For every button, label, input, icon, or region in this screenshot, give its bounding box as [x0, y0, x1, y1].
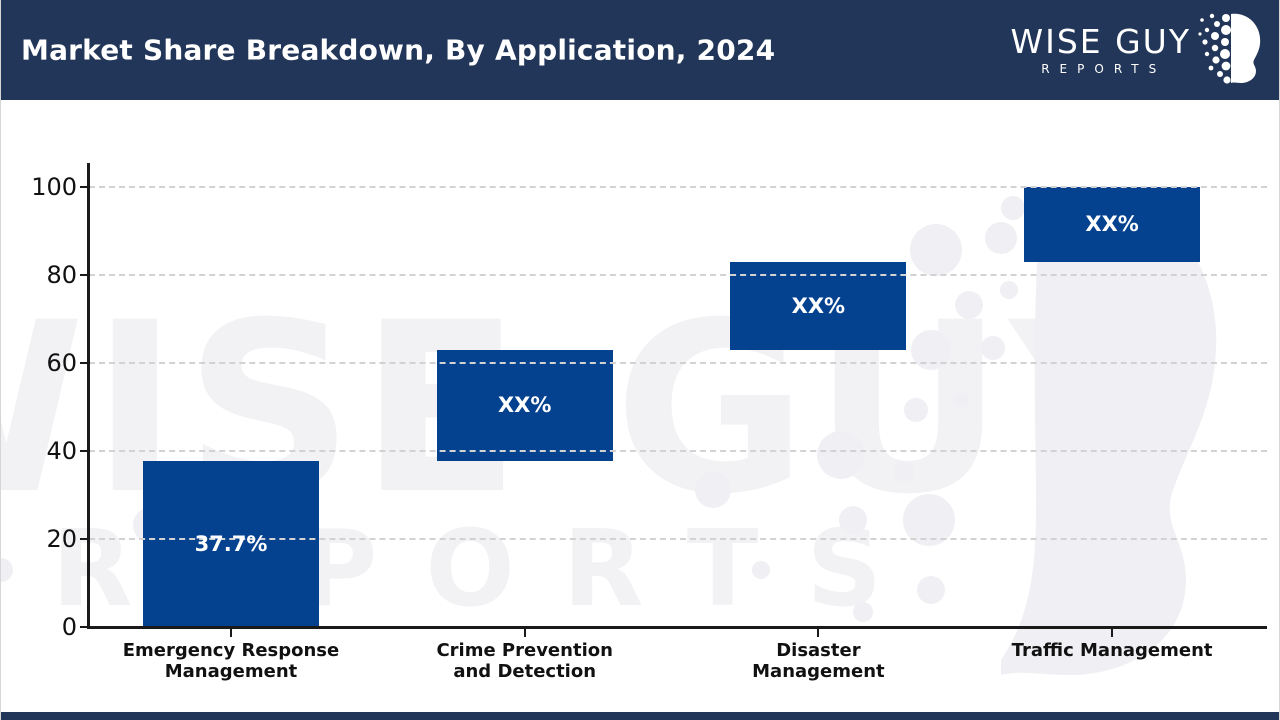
bar-value-label-2: XX% [497, 393, 552, 418]
ytick-mark-60 [80, 362, 89, 364]
logo-wordmark: WISE GUY REPORTS [1010, 25, 1191, 75]
xtick-mark-2 [523, 628, 526, 637]
ytick-mark-0 [80, 626, 89, 628]
xtick-mark-3 [817, 628, 820, 637]
gridline-60 [89, 362, 1267, 364]
bar-1 [143, 461, 319, 627]
ytick-mark-20 [80, 538, 89, 540]
page-title: Market Share Breakdown, By Application, … [21, 33, 776, 67]
footer-band [1, 712, 1279, 720]
category-label-line: Disaster [776, 640, 861, 661]
ytick-label-20: 20 [46, 525, 77, 553]
bar-value-label-4: XX% [1085, 212, 1139, 237]
category-label-line: Emergency Response [122, 640, 340, 661]
gridline-40 [89, 450, 1267, 452]
y-axis-line [87, 163, 90, 629]
ytick-mark-40 [80, 450, 89, 452]
bar-3 [730, 261, 907, 350]
ytick-mark-100 [80, 186, 89, 188]
category-label-4: Traffic Management [952, 640, 1272, 661]
bar-2 [436, 349, 613, 462]
xtick-mark-4 [1111, 628, 1114, 637]
ytick-mark-80 [80, 274, 89, 276]
wise-guy-logo: WISE GUY REPORTS [1010, 8, 1267, 92]
logo-face-icon [1198, 13, 1261, 84]
header-band: Market Share Breakdown, By Application, … [1, 0, 1279, 100]
ytick-label-100: 100 [31, 173, 77, 201]
bar-value-label-1: 37.7% [194, 532, 268, 557]
category-label-line: Management [164, 661, 298, 682]
ytick-label-0: 0 [61, 613, 77, 641]
gridline-20 [89, 538, 1267, 540]
gridline-100 [89, 186, 1267, 188]
ytick-label-60: 60 [46, 349, 77, 377]
waterfall-chart: WISE GUY REPORTS 02040608010037.7%Emerge… [1, 100, 1279, 712]
gridline-80 [89, 274, 1267, 276]
category-label-line: Traffic Management [1011, 640, 1213, 661]
category-label-line: Management [752, 661, 885, 682]
category-label-1: Emergency Response Management [71, 640, 391, 682]
logo-line1: WISE GUY [1010, 22, 1191, 61]
category-label-line: and Detection [453, 661, 597, 682]
category-label-2: Crime Prevention and Detection [365, 640, 685, 682]
logo-line2: REPORTS [1041, 62, 1167, 76]
xtick-mark-1 [230, 628, 232, 637]
category-label-line: Crime Prevention [436, 640, 613, 661]
ytick-label-80: 80 [46, 261, 77, 289]
x-axis-line [87, 626, 1267, 629]
ytick-label-40: 40 [46, 437, 77, 465]
category-label-3: Disaster Management [658, 640, 978, 682]
bar-value-label-3: XX% [791, 293, 846, 318]
